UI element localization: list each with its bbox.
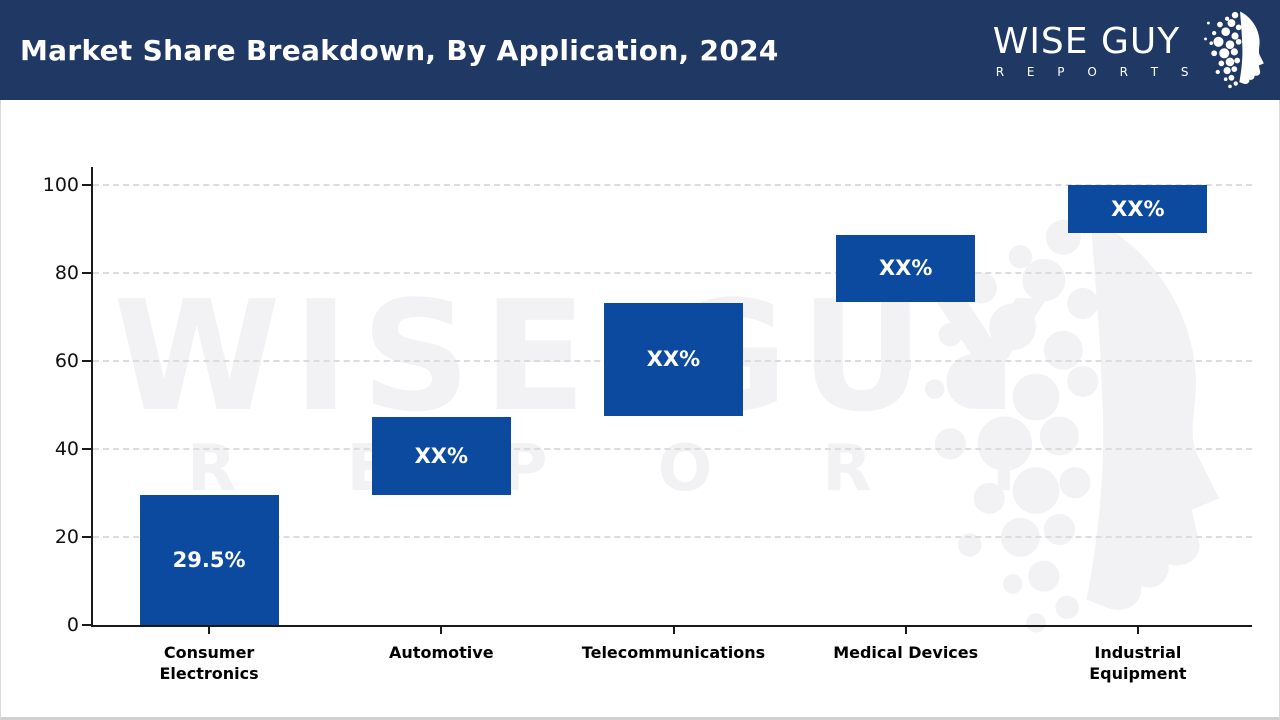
bar: 29.5%	[139, 495, 279, 625]
page-title: Market Share Breakdown, By Application, …	[20, 33, 779, 67]
chart-region: WISE GUY R E P O R T S 0 20 40 60 80 100 29.5%…	[0, 100, 1280, 720]
y-tick-label: 20	[54, 526, 79, 548]
wiseguy-logo: WISE GUY R E P O R T S	[993, 10, 1266, 93]
x-tick-mark	[208, 627, 211, 634]
y-tick-mark	[82, 184, 91, 186]
x-tick-mark	[672, 627, 675, 634]
y-tick-label: 0	[66, 614, 79, 636]
bar: XX%	[604, 302, 743, 416]
x-category-label: Medical Devices	[833, 643, 979, 662]
y-tick-mark	[82, 624, 91, 626]
x-tick-mark	[1136, 627, 1139, 634]
logo-wordmark: WISE GUY	[992, 20, 1181, 62]
bar-value-label: XX%	[414, 444, 469, 469]
wiseguy-head-icon	[1194, 10, 1266, 93]
bar: XX%	[1068, 185, 1208, 234]
y-tick-mark	[82, 360, 91, 362]
gridline	[93, 272, 1252, 274]
gridline	[93, 536, 1252, 538]
gridline	[93, 448, 1252, 450]
x-category-label: Industrial Equipment	[1089, 643, 1187, 683]
x-tick-mark	[440, 627, 443, 634]
bar-value-label: XX%	[646, 347, 701, 372]
logo-subtitle: R E P O R T S	[995, 64, 1198, 79]
header-bar: Market Share Breakdown, By Application, …	[0, 0, 1280, 100]
y-tick-label: 80	[54, 262, 79, 284]
wiseguy-logo-text: WISE GUY R E P O R T S	[992, 20, 1198, 79]
y-tick-label: 100	[42, 174, 79, 196]
bar-value-label: 29.5%	[172, 548, 246, 573]
y-tick-mark	[82, 272, 91, 274]
y-tick-label: 40	[54, 438, 79, 460]
x-category-label: Telecommunications	[581, 643, 766, 662]
gridline	[93, 184, 1252, 186]
y-tick-label: 60	[54, 350, 79, 372]
bar-value-label: XX%	[878, 256, 933, 281]
bar: XX%	[836, 235, 976, 302]
x-category-label: Automotive	[389, 643, 494, 662]
x-category-label: Consumer Electronics	[159, 643, 259, 683]
y-tick-mark	[82, 448, 91, 450]
x-tick-mark	[904, 627, 907, 634]
bar-value-label: XX%	[1111, 197, 1165, 222]
plot-area: 0 20 40 60 80 100 29.5% Consumer Electronics XX%…	[43, 167, 1252, 683]
y-tick-mark	[82, 536, 91, 538]
bar: XX%	[371, 416, 511, 496]
